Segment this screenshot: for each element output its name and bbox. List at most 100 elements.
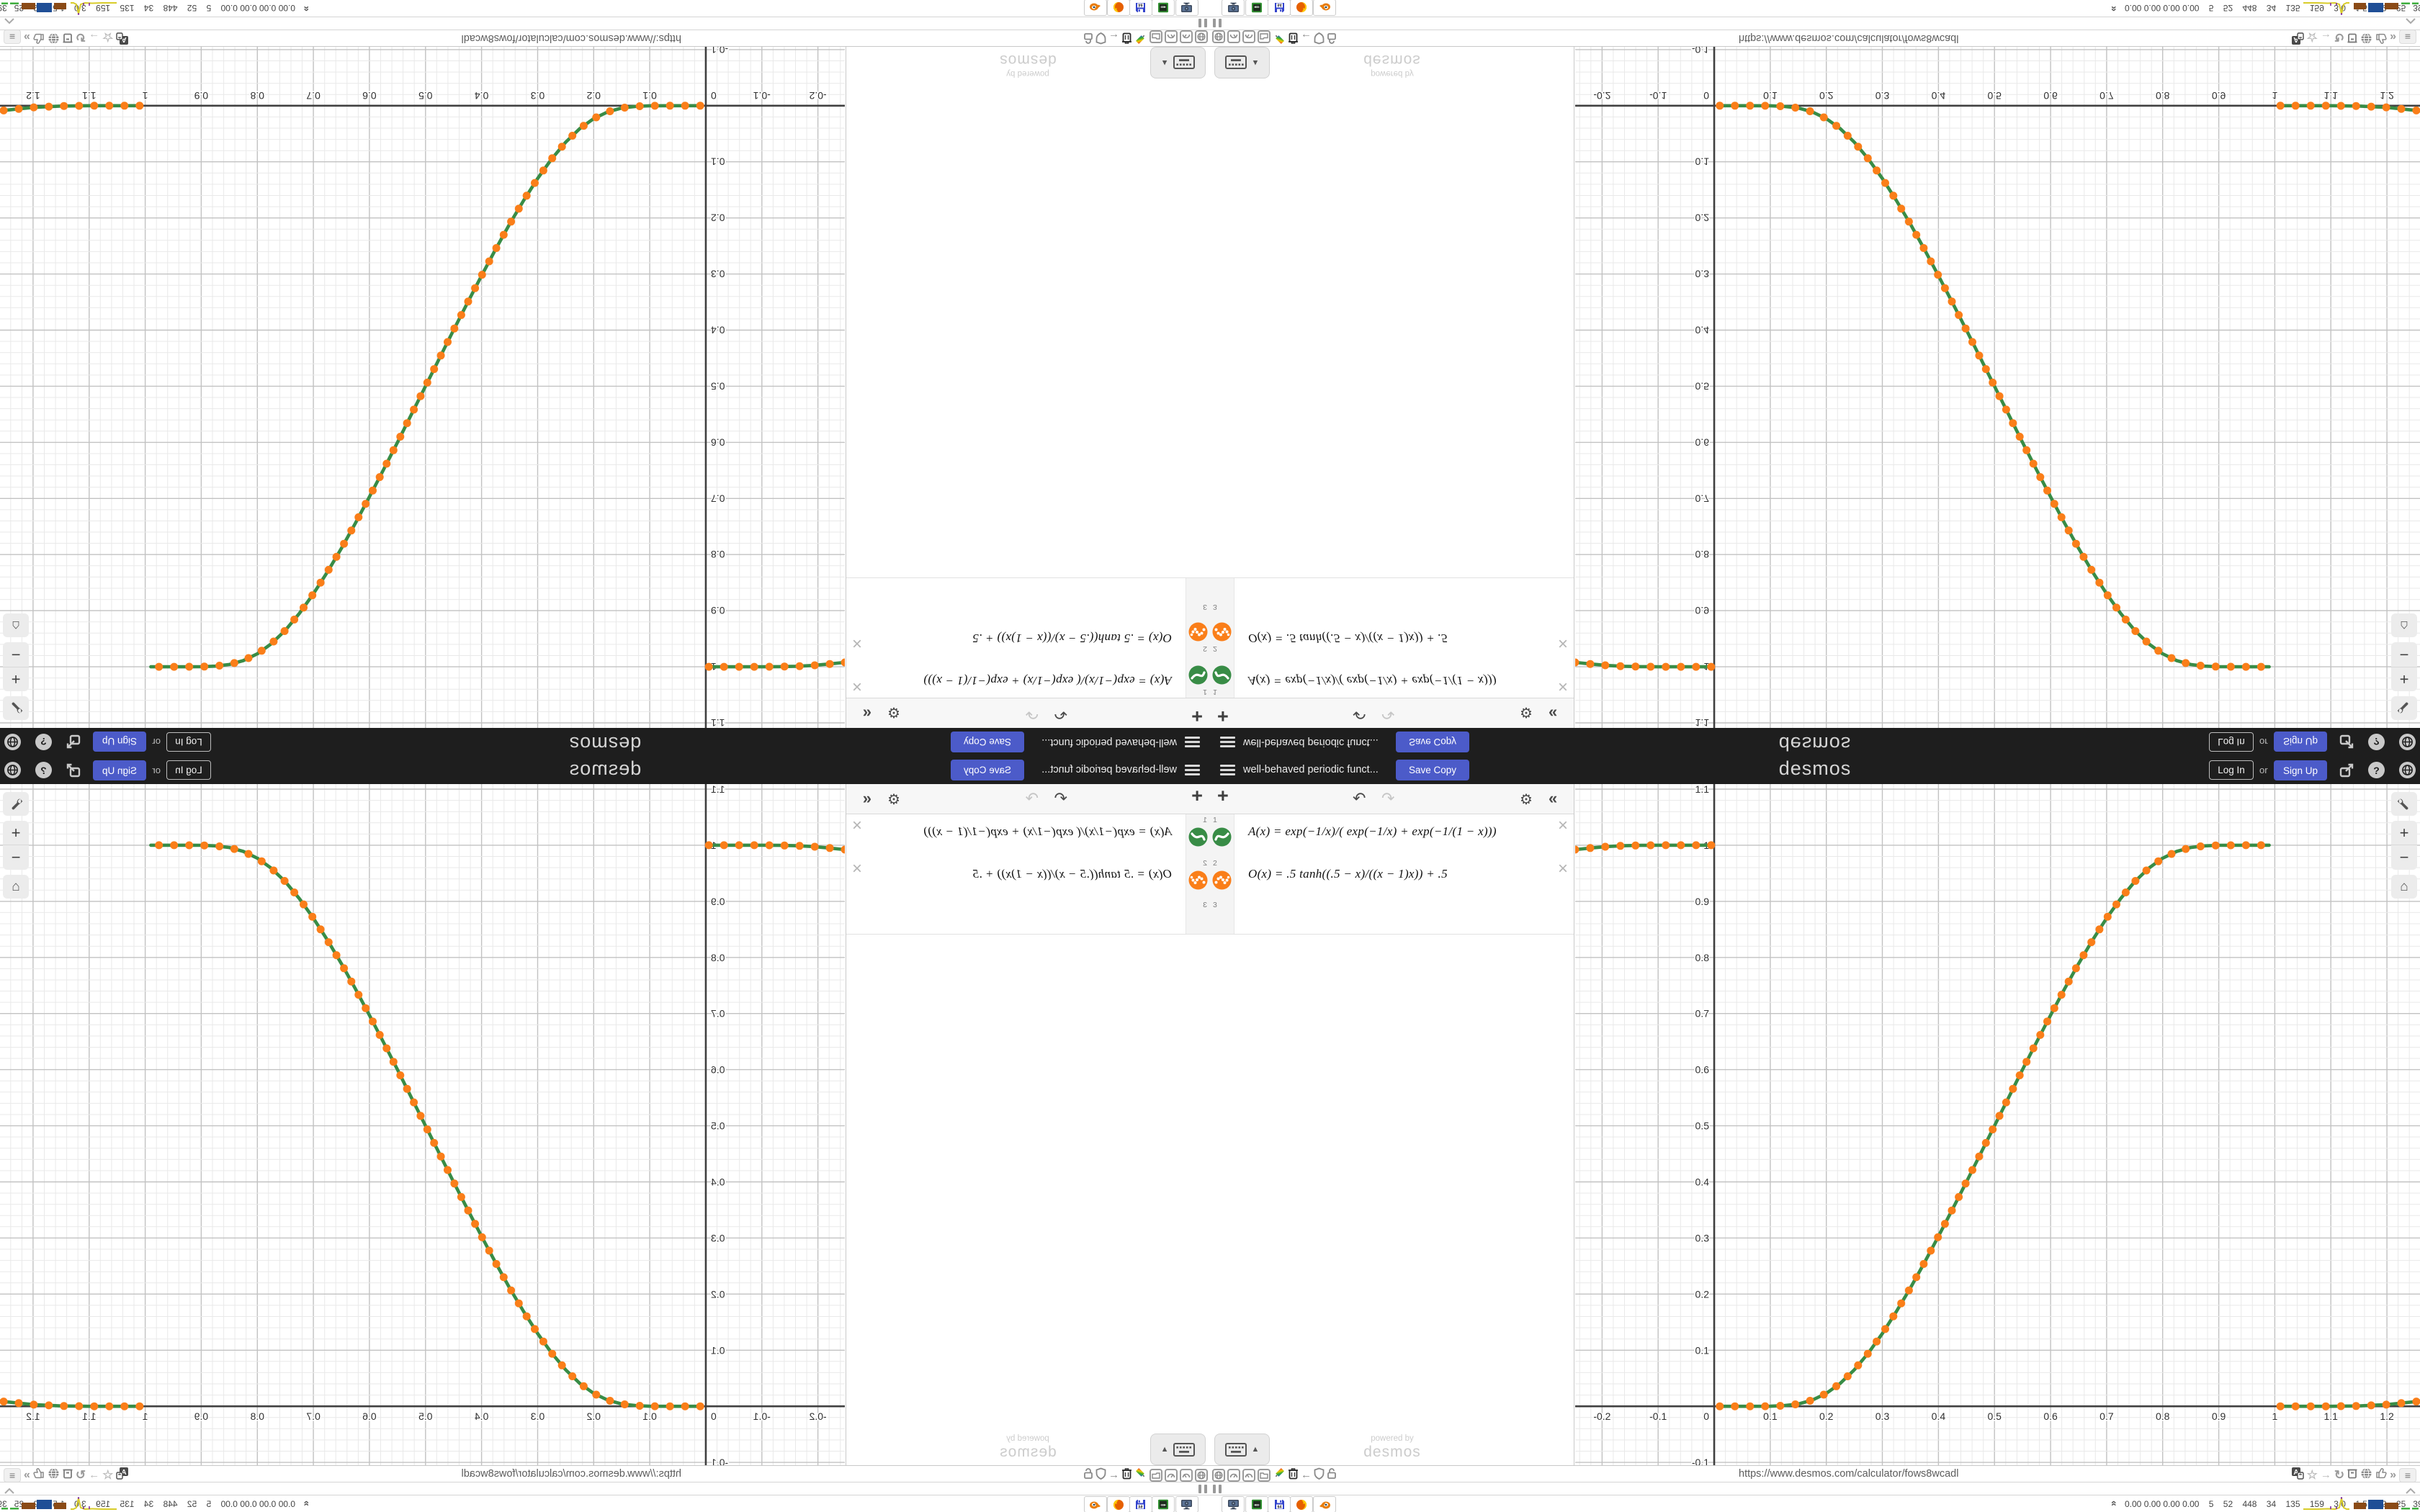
zoom-in-button[interactable]: + bbox=[2391, 821, 2417, 845]
taskbar-app-system-monitor-icon[interactable] bbox=[1222, 1496, 1245, 1512]
delete-expression-icon[interactable]: × bbox=[852, 634, 863, 653]
default-viewport-home-button[interactable]: ⌂ bbox=[3, 613, 29, 637]
forward-arrow-icon[interactable]: → bbox=[2320, 31, 2331, 44]
help-icon[interactable]: ? bbox=[2368, 734, 2385, 750]
taskbar-app-blender-icon[interactable] bbox=[1313, 1496, 1336, 1512]
trash-icon[interactable] bbox=[1121, 1467, 1132, 1483]
graph-settings-wrench-icon[interactable] bbox=[2391, 792, 2417, 816]
taskbar-app-firefox-icon[interactable] bbox=[1107, 0, 1130, 16]
globe-sphere-icon[interactable] bbox=[2360, 30, 2372, 45]
tray-chevrons-icon[interactable]: « bbox=[2108, 6, 2120, 12]
default-viewport-home-button[interactable]: ⌂ bbox=[3, 875, 29, 899]
graph-title[interactable]: well-behaved periodic funct... bbox=[1243, 737, 1379, 748]
delete-expression-icon[interactable]: × bbox=[1557, 634, 1568, 653]
taskbar-app-floppy64-icon[interactable]: 64 bbox=[1268, 0, 1291, 16]
expression-row-1[interactable]: 1 A(x) = exp(−1/x)/( exp(−1/x) + exp(−1/… bbox=[1210, 814, 1574, 858]
taskbar-app-firefox-icon[interactable] bbox=[1290, 0, 1313, 16]
expression-row-1[interactable]: 1 A(x) = exp(−1/x)/( exp(−1/x) + exp(−1/… bbox=[846, 654, 1210, 698]
add-expression-button[interactable]: + bbox=[1217, 785, 1229, 806]
expand-chevron-icon[interactable] bbox=[4, 14, 14, 27]
translate-icon[interactable]: A bbox=[116, 1467, 129, 1483]
globe-sphere-icon[interactable] bbox=[2360, 1467, 2372, 1483]
extension-folder-icon[interactable] bbox=[1258, 1468, 1270, 1482]
share-thumb-icon[interactable] bbox=[33, 1467, 45, 1482]
zoom-out-button[interactable]: − bbox=[2399, 848, 2409, 866]
undo-icon[interactable]: ↶ bbox=[1054, 789, 1067, 807]
bookmark-star-icon[interactable]: ☆ bbox=[102, 1467, 114, 1482]
browser-menu-icon[interactable]: ≡ bbox=[2399, 1467, 2416, 1482]
expression-row-2[interactable]: 2 O(x) = .5 tanh((.5 − x)/((x − 1)x)) + … bbox=[1210, 613, 1574, 654]
save-copy-button[interactable]: Save Copy bbox=[1396, 760, 1469, 780]
show-keyboard-button[interactable]: ▲ bbox=[1150, 47, 1206, 78]
zoom-out-button[interactable]: − bbox=[11, 646, 21, 664]
delete-expression-icon[interactable]: × bbox=[1557, 859, 1568, 878]
share-thumb-icon[interactable] bbox=[2375, 1467, 2387, 1482]
forward-arrow-icon[interactable]: → bbox=[2320, 1468, 2331, 1481]
graph-title[interactable]: well-behaved periodic funct... bbox=[1041, 764, 1177, 775]
share-icon[interactable] bbox=[2339, 733, 2355, 750]
shield-icon[interactable] bbox=[1314, 30, 1325, 45]
expression-formula[interactable]: O(x) = .5 tanh((.5 − x)/((x − 1)x)) + .5 bbox=[1248, 867, 1448, 881]
translate-icon[interactable]: A bbox=[116, 29, 129, 45]
expand-chevron-icon[interactable] bbox=[2406, 1485, 2416, 1498]
menu-icon[interactable] bbox=[1185, 737, 1200, 747]
taskbar-app-disk-utility-icon[interactable] bbox=[1152, 1496, 1175, 1512]
globe-sphere-icon[interactable] bbox=[48, 1467, 60, 1483]
redo-icon[interactable]: ↷ bbox=[1381, 705, 1395, 723]
delete-expression-icon[interactable]: × bbox=[852, 816, 863, 835]
redo-icon[interactable]: ↷ bbox=[1025, 789, 1039, 807]
log-in-button[interactable]: Log In bbox=[166, 760, 211, 780]
menu-icon[interactable] bbox=[1220, 765, 1235, 775]
default-viewport-home-button[interactable]: ⌂ bbox=[2391, 875, 2417, 899]
edit-list-gear-icon[interactable]: ⚙ bbox=[1520, 704, 1533, 720]
extension-globe-icon[interactable] bbox=[1195, 1468, 1208, 1482]
graph-paper[interactable]: -0.2 -0.1 0.1 0.2 0.3 0.4 0.5 0.6 0.7 0.8 0.9 1 1.1 1… bbox=[0, 47, 845, 728]
graph-title[interactable]: well-behaved periodic funct... bbox=[1243, 764, 1379, 775]
expression-formula[interactable]: O(x) = .5 tanh((.5 − x)/((x − 1)x)) + .5 bbox=[1248, 631, 1448, 645]
language-globe-icon[interactable] bbox=[4, 762, 21, 778]
tab-indicator-bar[interactable] bbox=[1213, 1485, 1216, 1493]
edit-list-gear-icon[interactable]: ⚙ bbox=[1520, 792, 1533, 808]
taskbar-app-blender-icon[interactable] bbox=[1084, 1496, 1107, 1512]
refresh-icon[interactable]: ↻ bbox=[2334, 1467, 2345, 1482]
taskbar-app-disk-utility-icon[interactable] bbox=[1152, 0, 1175, 16]
save-copy-button[interactable]: Save Copy bbox=[951, 760, 1024, 780]
extension-globe-icon[interactable] bbox=[1212, 1468, 1225, 1482]
sign-up-button[interactable]: Sign Up bbox=[2274, 760, 2327, 780]
back-arrow-icon[interactable]: ← bbox=[1301, 31, 1312, 44]
tray-chevrons-icon[interactable]: « bbox=[300, 1500, 312, 1506]
taskbar-app-disk-utility-icon[interactable] bbox=[1245, 0, 1268, 16]
extension-gauge-icon[interactable] bbox=[1165, 30, 1178, 44]
sign-up-button[interactable]: Sign Up bbox=[93, 732, 146, 752]
delete-expression-icon[interactable]: × bbox=[1557, 677, 1568, 696]
extension-globe-icon[interactable] bbox=[1212, 30, 1225, 44]
rainbow-pencil-icon[interactable] bbox=[1134, 1467, 1147, 1483]
archive-trash-icon[interactable] bbox=[2347, 30, 2357, 45]
delete-expression-icon[interactable]: × bbox=[852, 677, 863, 696]
browser-menu-icon[interactable]: ≡ bbox=[4, 1467, 21, 1482]
taskbar-app-blender-icon[interactable] bbox=[1084, 0, 1107, 16]
shield-icon[interactable] bbox=[1095, 1467, 1106, 1483]
expression-row-1[interactable]: 1 A(x) = exp(−1/x)/( exp(−1/x) + exp(−1/… bbox=[846, 814, 1210, 858]
rainbow-pencil-icon[interactable] bbox=[1273, 1467, 1286, 1483]
lock-icon[interactable] bbox=[1083, 1467, 1093, 1483]
lock-icon[interactable] bbox=[1327, 1467, 1337, 1483]
back-arrow-icon[interactable]: ← bbox=[1108, 1468, 1119, 1481]
taskbar-app-floppy64-icon[interactable]: 64 bbox=[1129, 1496, 1152, 1512]
tab-indicator-bar[interactable] bbox=[1204, 19, 1207, 27]
help-icon[interactable]: ? bbox=[35, 734, 52, 750]
save-copy-button[interactable]: Save Copy bbox=[1396, 732, 1469, 752]
rainbow-pencil-icon[interactable] bbox=[1134, 29, 1147, 45]
taskbar-app-blender-icon[interactable] bbox=[1313, 0, 1336, 16]
collapse-panel-icon[interactable]: « bbox=[862, 789, 871, 807]
bookmark-star-icon[interactable]: ☆ bbox=[2306, 30, 2318, 45]
graph-paper[interactable]: -0.2 -0.1 0.1 0.2 0.3 0.4 0.5 0.6 0.7 0.8 0.9 1 1.1 1… bbox=[1575, 784, 2420, 1465]
curve-style-icon-green[interactable] bbox=[1188, 665, 1208, 685]
overflow-chevrons-icon[interactable]: » bbox=[2390, 1468, 2396, 1481]
expression-row-1[interactable]: 1 A(x) = exp(−1/x)/( exp(−1/x) + exp(−1/… bbox=[1210, 654, 1574, 698]
lock-icon[interactable] bbox=[1083, 30, 1093, 45]
globe-sphere-icon[interactable] bbox=[48, 30, 60, 45]
url-field[interactable]: https://www.desmos.com/calculator/fows8w… bbox=[1739, 32, 1959, 44]
language-globe-icon[interactable] bbox=[4, 734, 21, 750]
log-in-button[interactable]: Log In bbox=[2209, 760, 2254, 780]
